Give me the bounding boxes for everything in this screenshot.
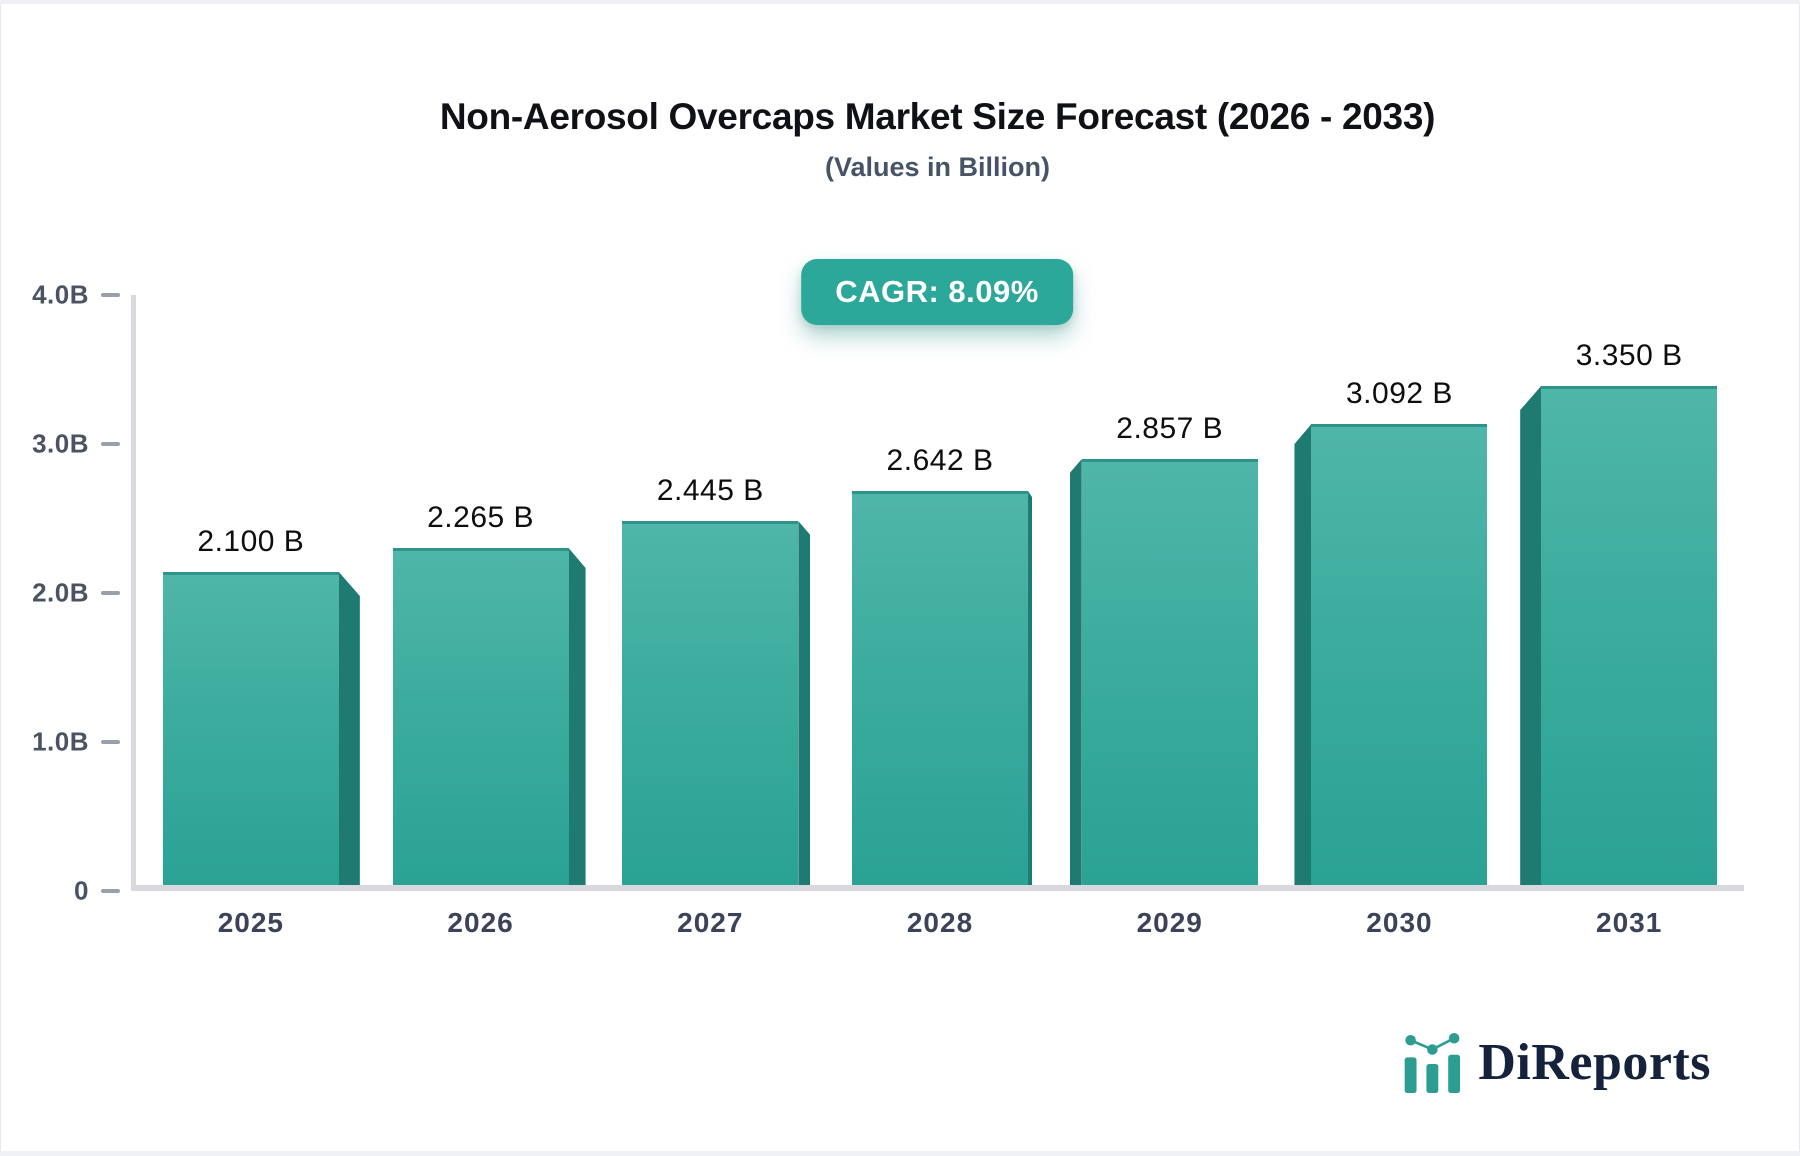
brand-name: DiReports (1478, 1033, 1711, 1091)
bar-value-label-2029: 2.857 B (1116, 412, 1224, 445)
y-tick-mark (101, 740, 120, 744)
x-axis-label-2027: 2027 (677, 907, 744, 938)
bar-side-2026 (568, 548, 586, 885)
plot-area: 2.100 B 2.265 B 2.445 B 2.642 B 2.857 B 3.092… (32, 280, 1744, 938)
bar-slot-2029: 2.857 B (1055, 295, 1285, 885)
bar-face-2029[interactable] (1081, 459, 1258, 885)
bar-value-label-2025: 2.100 B (197, 525, 305, 558)
bar-2028[interactable]: 2.642 B (852, 444, 1033, 885)
bar-2029[interactable]: 2.857 B (1069, 412, 1258, 885)
bar-face-2031[interactable] (1541, 386, 1718, 885)
x-axis-label-2025: 2025 (217, 907, 284, 938)
chart-header: Non-Aerosol Overcaps Market Size Forecas… (131, 96, 1744, 183)
bar-value-label-2027: 2.445 B (656, 474, 764, 507)
x-axis-labels: 2025 2026 2027 2028 2029 2030 2031 (136, 907, 1744, 939)
bar-side-2027 (798, 521, 811, 885)
bar-slot-2025: 2.100 B (136, 295, 366, 885)
bar-slot-2030: 3.092 B (1285, 295, 1515, 885)
bar-2025[interactable]: 2.100 B (162, 525, 360, 885)
y-tick-label: 1.0B (32, 726, 89, 757)
y-tick-label: 2.0B (32, 577, 89, 608)
x-axis-label-2030: 2030 (1366, 907, 1433, 938)
bar-side-2028 (1028, 491, 1033, 885)
y-tick-label: 0 (74, 875, 89, 906)
y-tick-mark (101, 591, 120, 595)
bar-slot-2027: 2.445 B (595, 295, 825, 885)
bar-slot-2026: 2.265 B (366, 295, 596, 885)
bar-slot-2031: 3.350 B (1514, 295, 1744, 885)
chart-title: Non-Aerosol Overcaps Market Size Forecas… (439, 96, 1436, 137)
brand-chart-icon (1404, 1032, 1461, 1093)
bar-side-2030 (1294, 424, 1312, 885)
bar-face-2028[interactable] (852, 491, 1029, 885)
cagr-badge: CAGR: 8.09% (801, 259, 1073, 325)
bar-value-label-2031: 3.350 B (1575, 339, 1683, 372)
x-axis-label-2031: 2031 (1596, 907, 1663, 938)
y-tick-mark (101, 889, 120, 893)
bar-2031[interactable]: 3.350 B (1520, 339, 1718, 885)
bar-side-2025 (338, 572, 360, 885)
bar-side-2029 (1069, 459, 1082, 885)
y-tick-label: 3.0B (32, 428, 89, 459)
bar-2027[interactable]: 2.445 B (622, 474, 811, 885)
bar-side-2031 (1520, 386, 1542, 885)
bar-value-label-2028: 2.642 B (886, 444, 994, 477)
x-axis-label-2026: 2026 (447, 907, 514, 938)
bar-value-label-2030: 3.092 B (1345, 377, 1453, 410)
chart-subtitle: (Values in Billion) (824, 152, 1051, 182)
bar-face-2025[interactable] (162, 572, 339, 885)
y-tick-label: 4.0B (32, 279, 89, 310)
bar-face-2026[interactable] (392, 548, 569, 885)
bar-face-2030[interactable] (1311, 424, 1488, 885)
x-axis-label-2028: 2028 (906, 907, 974, 938)
bar-value-label-2026: 2.265 B (427, 501, 535, 534)
bar-2026[interactable]: 2.265 B (392, 501, 586, 885)
bar-2030[interactable]: 3.092 B (1294, 377, 1488, 885)
y-tick-mark (101, 442, 120, 446)
chart-card: Non-Aerosol Overcaps Market Size Forecas… (0, 4, 1800, 1151)
y-tick-mark (101, 293, 120, 297)
bars-row: 2.100 B 2.265 B 2.445 B 2.642 B 2.857 B 3.092… (136, 295, 1744, 885)
bar-face-2027[interactable] (622, 521, 799, 885)
bar-slot-2028: 2.642 B (825, 295, 1055, 885)
x-axis-label-2029: 2029 (1136, 907, 1203, 938)
brand-logo: DiReports (1402, 1031, 1711, 1093)
